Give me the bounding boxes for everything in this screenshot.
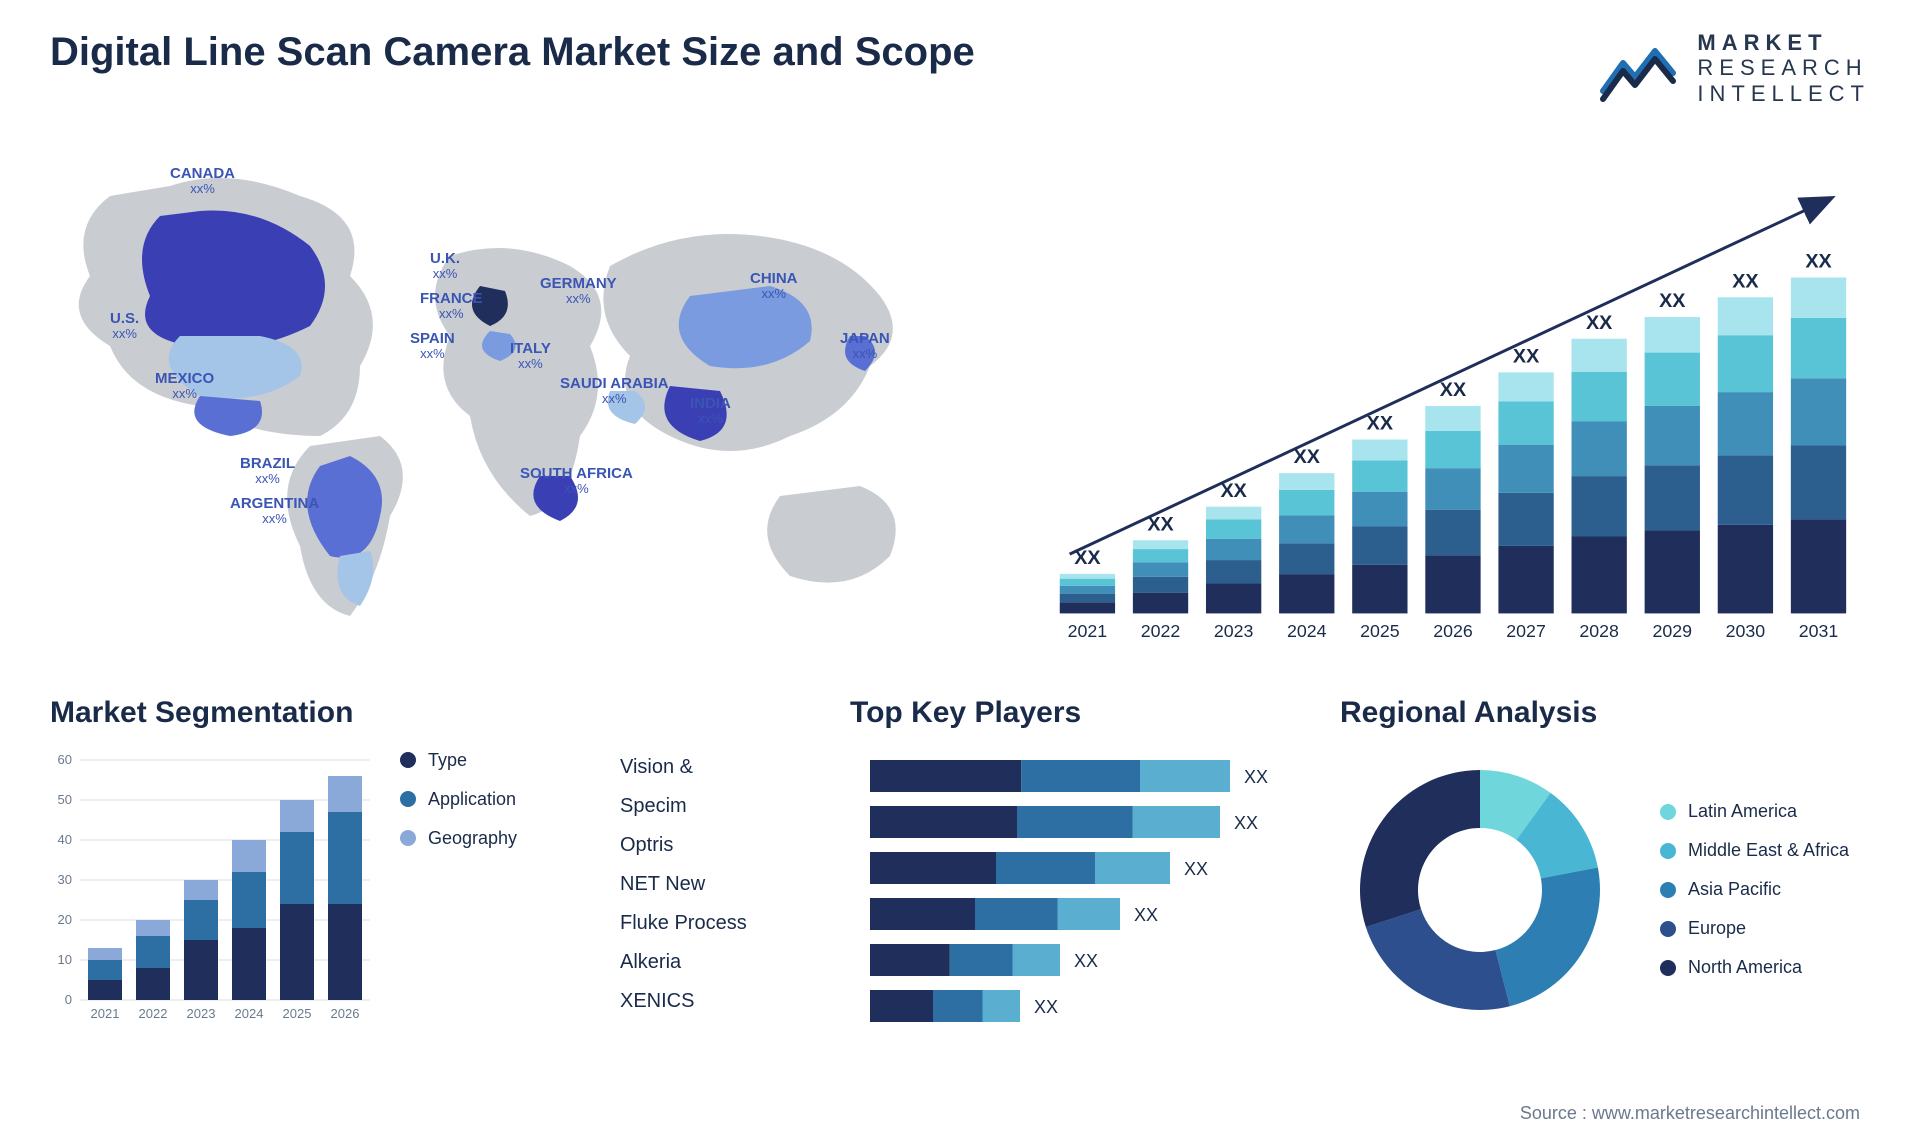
map-label: GERMANYxx%: [540, 276, 617, 307]
svg-text:50: 50: [58, 792, 72, 807]
svg-text:XX: XX: [1220, 480, 1246, 502]
key-players-chart: XX XX XX XX XX XX: [850, 750, 1290, 1050]
svg-text:2028: 2028: [1579, 621, 1619, 641]
svg-text:XX: XX: [1659, 290, 1685, 312]
svg-text:XX: XX: [1367, 413, 1393, 435]
svg-text:XX: XX: [1440, 379, 1466, 401]
company-list: Vision & Specim Optris NET New Fluke Process…: [620, 696, 800, 1055]
map-label: U.S.xx%: [110, 311, 139, 342]
segmentation-panel: Market Segmentation 0 10 20 30 40 50 60 2021 20…: [50, 696, 570, 1055]
segmentation-chart: 0 10 20 30 40 50 60 2021 2022 2023 2024 2025 2026: [50, 750, 370, 1030]
map-label: U.K.xx%: [430, 251, 460, 282]
svg-text:2025: 2025: [1360, 621, 1400, 641]
svg-text:2029: 2029: [1653, 621, 1693, 641]
svg-text:2026: 2026: [1433, 621, 1473, 641]
page-title: Digital Line Scan Camera Market Size and…: [50, 30, 975, 75]
svg-text:XX: XX: [1244, 767, 1268, 787]
header: Digital Line Scan Camera Market Size and…: [50, 30, 1870, 106]
svg-text:2023: 2023: [187, 1006, 216, 1021]
svg-text:2021: 2021: [91, 1006, 120, 1021]
svg-text:XX: XX: [1732, 270, 1758, 292]
svg-text:20: 20: [58, 912, 72, 927]
svg-text:10: 10: [58, 952, 72, 967]
company-item: Vision &: [620, 756, 800, 779]
company-item: Optris: [620, 834, 800, 857]
svg-text:2024: 2024: [1287, 621, 1327, 641]
key-players-title: Top Key Players: [850, 696, 1290, 730]
svg-text:XX: XX: [1034, 997, 1058, 1017]
legend-item: Type: [400, 750, 517, 771]
svg-text:2026: 2026: [331, 1006, 360, 1021]
company-item: Fluke Process: [620, 912, 800, 935]
growth-chart: 2021 2022 2023 2024 2025 2026 2027 2028 2029 2030…: [1040, 146, 1860, 656]
legend-item: Application: [400, 789, 517, 810]
svg-text:2022: 2022: [139, 1006, 168, 1021]
legend-item: North America: [1660, 957, 1849, 978]
legend-item: Latin America: [1660, 801, 1849, 822]
top-row: CANADAxx% U.S.xx% MEXICOxx% BRAZILxx% ARGENT…: [50, 136, 1870, 656]
legend-item: Asia Pacific: [1660, 879, 1849, 900]
logo-text: MARKET RESEARCH INTELLECT: [1697, 30, 1870, 106]
company-item: Alkeria: [620, 951, 800, 974]
svg-text:XX: XX: [1513, 345, 1539, 367]
svg-text:XX: XX: [1234, 813, 1258, 833]
map-label: SOUTH AFRICAxx%: [520, 466, 633, 497]
map-label: FRANCExx%: [420, 291, 483, 322]
legend-item: Europe: [1660, 918, 1849, 939]
svg-text:2023: 2023: [1214, 621, 1254, 641]
regional-panel: Regional Analysis Latin America Middle Ea…: [1340, 696, 1870, 1055]
svg-text:2025: 2025: [283, 1006, 312, 1021]
company-item: Specim: [620, 795, 800, 818]
growth-chart-panel: 2021 2022 2023 2024 2025 2026 2027 2028 2029 2030…: [1030, 136, 1870, 656]
logo-mark-icon: [1593, 33, 1683, 103]
company-item: NET New: [620, 873, 800, 896]
svg-text:XX: XX: [1074, 951, 1098, 971]
svg-text:2021: 2021: [1068, 621, 1108, 641]
world-map-panel: CANADAxx% U.S.xx% MEXICOxx% BRAZILxx% ARGENT…: [50, 136, 990, 656]
regional-title: Regional Analysis: [1340, 696, 1870, 730]
source-attribution: Source : www.marketresearchintellect.com: [1520, 1103, 1860, 1124]
map-label: CANADAxx%: [170, 166, 235, 197]
svg-text:2024: 2024: [235, 1006, 264, 1021]
svg-text:XX: XX: [1184, 859, 1208, 879]
svg-text:60: 60: [58, 752, 72, 767]
brand-logo: MARKET RESEARCH INTELLECT: [1593, 30, 1870, 106]
company-item: XENICS: [620, 990, 800, 1013]
svg-text:XX: XX: [1074, 547, 1100, 569]
svg-text:XX: XX: [1294, 446, 1320, 468]
segmentation-legend: Type Application Geography: [400, 750, 517, 1030]
svg-text:XX: XX: [1147, 513, 1173, 535]
map-label: MEXICOxx%: [155, 371, 214, 402]
svg-text:40: 40: [58, 832, 72, 847]
svg-text:0: 0: [65, 992, 72, 1007]
svg-text:XX: XX: [1805, 251, 1831, 273]
map-label: ITALYxx%: [510, 341, 551, 372]
key-players-panel: Top Key Players XX XX XX XX XX XX: [850, 696, 1290, 1055]
svg-text:XX: XX: [1586, 312, 1612, 334]
regional-donut: [1340, 750, 1620, 1030]
regional-legend: Latin America Middle East & Africa Asia Pa…: [1660, 801, 1849, 978]
svg-text:30: 30: [58, 872, 72, 887]
map-label: BRAZILxx%: [240, 456, 295, 487]
svg-text:2031: 2031: [1799, 621, 1839, 641]
svg-text:2030: 2030: [1726, 621, 1766, 641]
map-label: CHINAxx%: [750, 271, 798, 302]
legend-item: Geography: [400, 828, 517, 849]
svg-text:XX: XX: [1134, 905, 1158, 925]
map-label: JAPANxx%: [840, 331, 890, 362]
map-label: INDIAxx%: [690, 396, 731, 427]
map-label: SPAINxx%: [410, 331, 455, 362]
bottom-row: Market Segmentation 0 10 20 30 40 50 60 2021 20…: [50, 696, 1870, 1055]
segmentation-title: Market Segmentation: [50, 696, 570, 730]
legend-item: Middle East & Africa: [1660, 840, 1849, 861]
svg-text:2027: 2027: [1506, 621, 1546, 641]
map-label: ARGENTINAxx%: [230, 496, 319, 527]
svg-text:2022: 2022: [1141, 621, 1181, 641]
map-label: SAUDI ARABIAxx%: [560, 376, 669, 407]
